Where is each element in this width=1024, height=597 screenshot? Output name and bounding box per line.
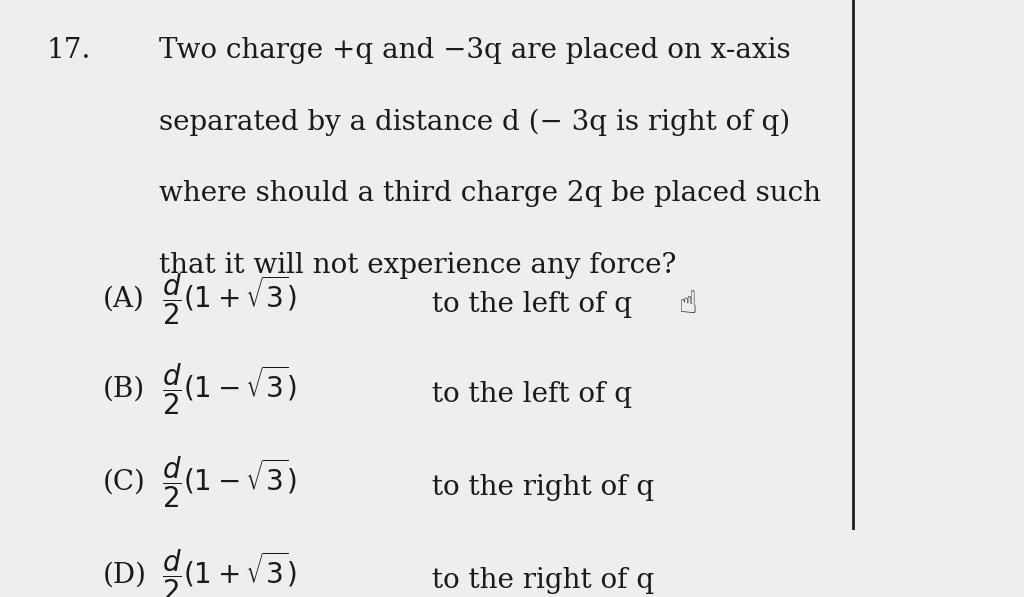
Text: that it will not experience any force?: that it will not experience any force? <box>159 252 676 279</box>
Text: $\dfrac{d}{2}(1+\sqrt{3})$: $\dfrac{d}{2}(1+\sqrt{3})$ <box>162 272 297 327</box>
Text: to the left of q: to the left of q <box>423 381 632 408</box>
Text: (A): (A) <box>102 286 144 313</box>
Text: separated by a distance d (− 3q is right of q): separated by a distance d (− 3q is right… <box>159 109 790 136</box>
Text: $\dfrac{d}{2}(1-\sqrt{3})$: $\dfrac{d}{2}(1-\sqrt{3})$ <box>162 362 297 417</box>
Text: where should a third charge 2q be placed such: where should a third charge 2q be placed… <box>159 180 820 207</box>
Text: ☝: ☝ <box>679 290 697 319</box>
Text: to the right of q: to the right of q <box>423 474 654 501</box>
Text: $\dfrac{d}{2}(1-\sqrt{3})$: $\dfrac{d}{2}(1-\sqrt{3})$ <box>162 454 297 510</box>
Text: (C): (C) <box>102 469 145 496</box>
Text: to the right of q: to the right of q <box>423 567 654 594</box>
Text: (D): (D) <box>102 562 146 589</box>
Text: $\dfrac{d}{2}(1+\sqrt{3})$: $\dfrac{d}{2}(1+\sqrt{3})$ <box>162 547 297 597</box>
Text: 17.: 17. <box>46 37 90 64</box>
Text: (B): (B) <box>102 376 144 403</box>
Text: to the left of q: to the left of q <box>423 291 632 318</box>
Text: Two charge +q and −3q are placed on x-axis: Two charge +q and −3q are placed on x-ax… <box>159 37 791 64</box>
